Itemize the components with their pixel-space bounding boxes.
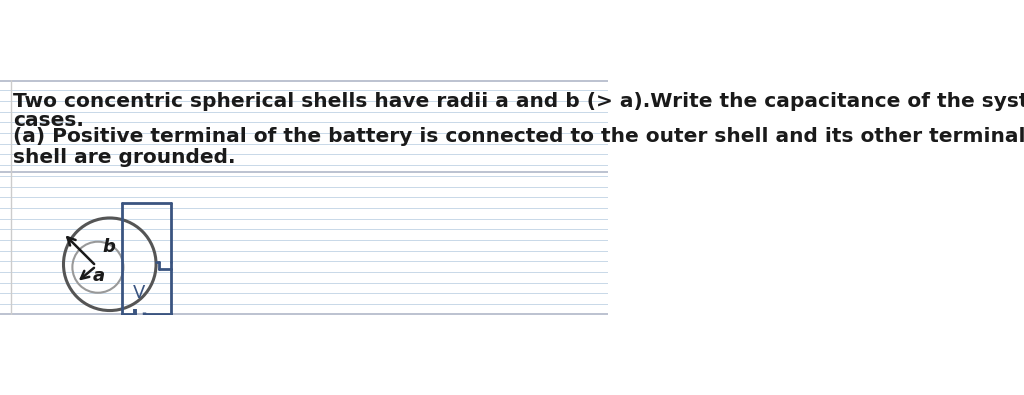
Text: a: a — [93, 267, 105, 286]
Text: (a) Positive terminal of the battery is connected to the outer shell and its oth: (a) Positive terminal of the battery is … — [13, 126, 1024, 146]
Text: cases.: cases. — [13, 111, 84, 130]
Text: shell are grounded.: shell are grounded. — [13, 148, 236, 167]
Text: V: V — [132, 284, 144, 302]
Text: Two concentric spherical shells have radii a and b (> a).Write the capacitance o: Two concentric spherical shells have rad… — [13, 92, 1024, 111]
Text: b: b — [102, 238, 115, 256]
